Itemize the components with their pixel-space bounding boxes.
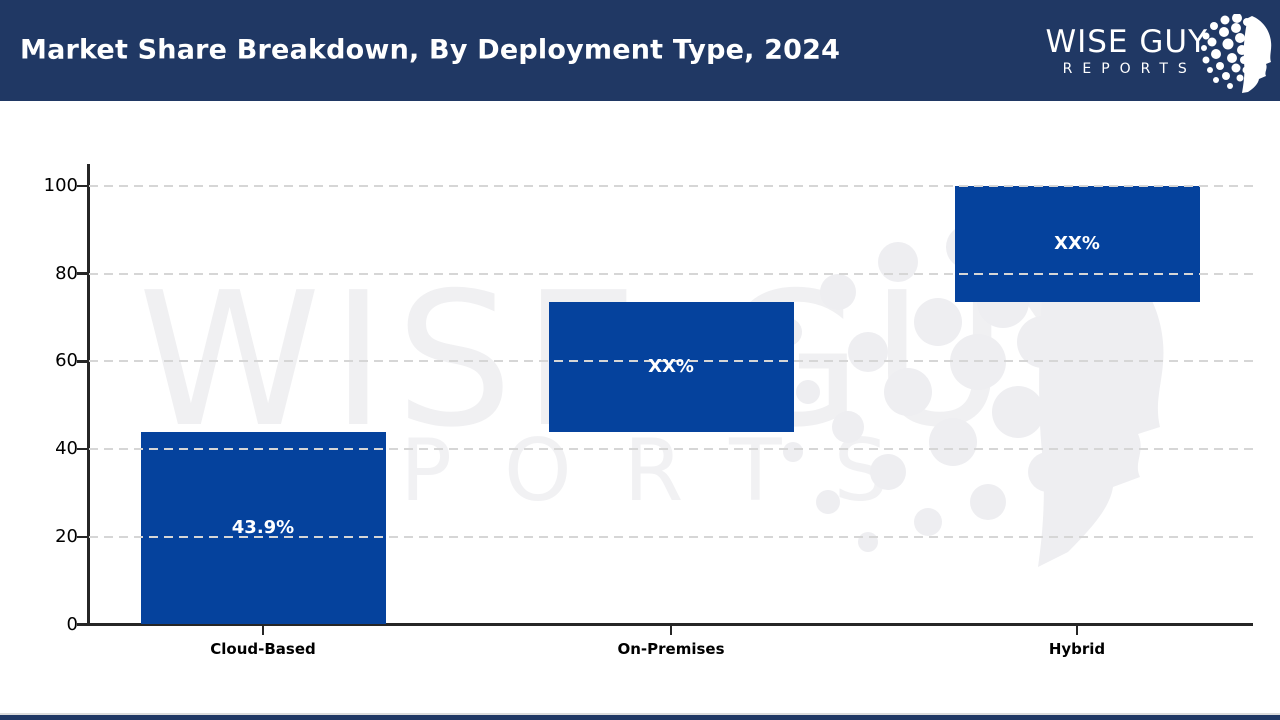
- x-tick-mark: [669, 625, 673, 635]
- bar-value-label: 43.9%: [231, 517, 295, 539]
- y-tick-mark: [77, 184, 87, 188]
- x-axis-category-label: Hybrid: [1048, 640, 1106, 658]
- x-tick-mark: [261, 625, 265, 635]
- bar: [140, 431, 386, 625]
- x-axis-category-label: On-Premises: [617, 640, 725, 658]
- y-axis-tick-label: 0: [66, 613, 78, 635]
- gridline: [89, 448, 1253, 451]
- logo-subtext: REPORTS: [1062, 60, 1197, 77]
- y-axis-tick-label: 60: [55, 350, 78, 372]
- bar-value-label: XX%: [1054, 233, 1100, 255]
- brand-logo: WISE GUY REPORTS: [1008, 6, 1274, 96]
- gridline: [89, 272, 1253, 275]
- header-bar: Market Share Breakdown, By Deployment Ty…: [0, 0, 1280, 101]
- y-axis-tick-label: 40: [55, 438, 78, 460]
- y-tick-mark: [77, 360, 87, 363]
- gridline: [89, 185, 1253, 187]
- gridline: [89, 535, 1253, 538]
- x-axis-category-label: Cloud-Based: [210, 640, 316, 658]
- y-tick-mark: [77, 447, 87, 451]
- logo-face-icon: [1201, 14, 1272, 93]
- gridline: [89, 360, 1253, 363]
- footer-rule: [0, 713, 1280, 715]
- footer-bar: [0, 715, 1280, 720]
- bar: [548, 302, 794, 432]
- y-axis-tick-label: 80: [55, 262, 78, 284]
- y-axis-tick-label: 100: [43, 175, 78, 196]
- y-tick-mark: [77, 272, 87, 275]
- y-tick-mark: [77, 623, 87, 626]
- y-axis-line: [87, 164, 90, 627]
- page-title: Market Share Breakdown, By Deployment Ty…: [20, 34, 841, 66]
- x-tick-mark: [1075, 625, 1079, 635]
- x-axis-line: [87, 622, 1253, 626]
- y-axis-tick-label: 20: [55, 525, 78, 547]
- logo-wordmark: WISE GUY: [1045, 24, 1208, 60]
- bar-value-label: XX%: [648, 356, 694, 378]
- y-tick-mark: [77, 535, 87, 539]
